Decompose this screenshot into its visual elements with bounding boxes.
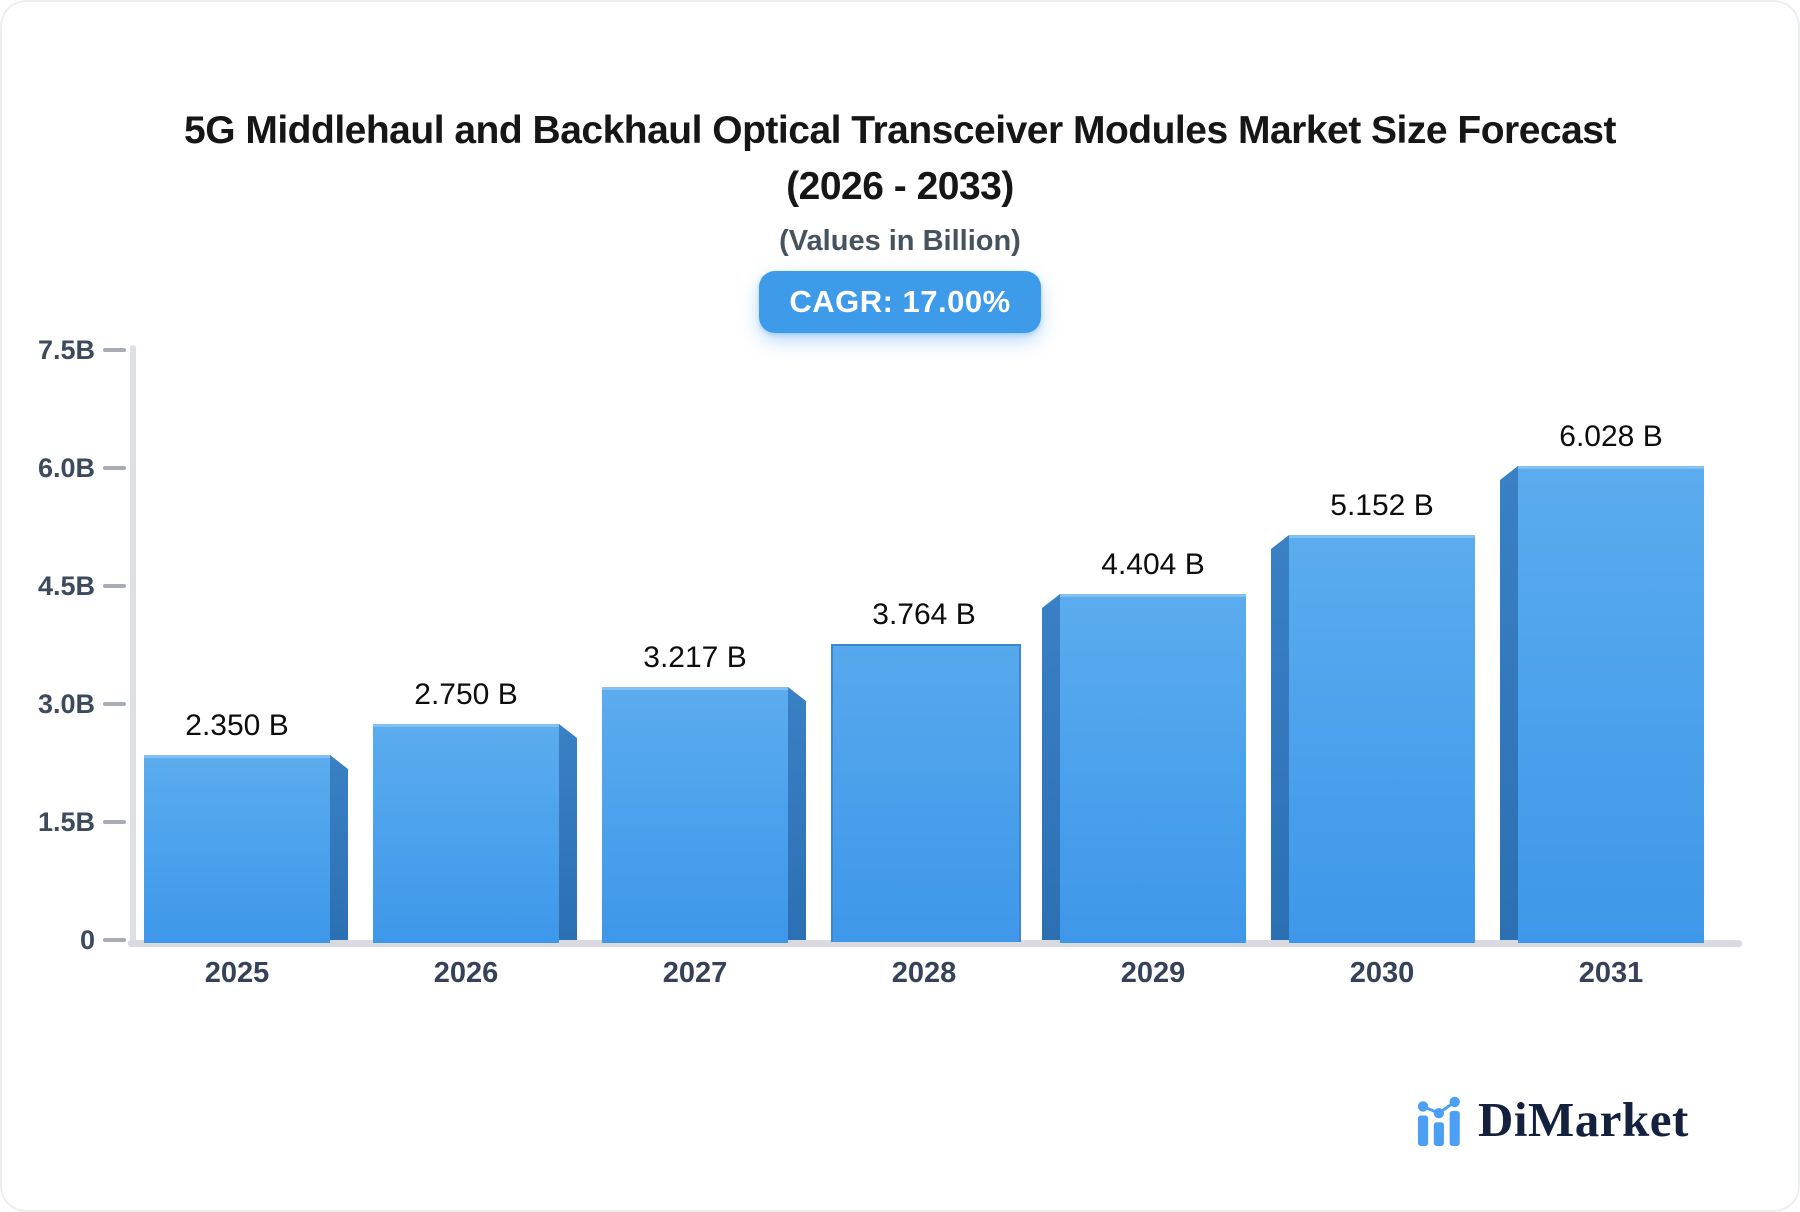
y-axis-label-1.5B: 1.5B xyxy=(37,806,95,837)
bar-value-label-2030: 5.152 B xyxy=(1330,489,1434,522)
chart-title-line2: (2026 - 2033) xyxy=(786,165,1014,208)
cagr-badge: CAGR: 17.00% xyxy=(759,271,1041,333)
bar-value-label-2025: 2.350 B xyxy=(185,709,289,742)
y-tick-0 xyxy=(103,938,126,942)
dimarket-logo-text: DiMarket xyxy=(1478,1092,1689,1147)
y-tick-1.5B xyxy=(103,819,126,824)
y-axis-label-4.5B: 4.5B xyxy=(37,570,95,601)
dimarket-logo-icon xyxy=(1415,1094,1465,1146)
bar-2025[interactable] xyxy=(144,755,330,943)
chart-title-line1: 5G Middlehaul and Backhaul Optical Trans… xyxy=(184,109,1616,152)
chart-header: 5G Middlehaul and Backhaul Optical Trans… xyxy=(0,103,1800,333)
bar-value-label-2026: 2.750 B xyxy=(414,678,518,711)
bar-2027[interactable] xyxy=(602,687,788,943)
bar-2029[interactable] xyxy=(1060,594,1246,943)
x-axis-label-2030: 2030 xyxy=(1349,957,1415,989)
bar-side-2025 xyxy=(330,755,348,940)
bar-side-2027 xyxy=(788,687,806,940)
x-axis-label-2031: 2031 xyxy=(1578,957,1644,989)
y-axis-label-6.0B: 6.0B xyxy=(37,452,95,483)
bar-side-2030 xyxy=(1271,535,1289,940)
bar-value-label-2031: 6.028 B xyxy=(1559,420,1663,453)
dimarket-logo: DiMarket xyxy=(1415,1094,1689,1146)
y-axis-line xyxy=(130,345,136,947)
y-axis-label-7.5B: 7.5B xyxy=(37,334,95,365)
y-tick-6.0B xyxy=(103,465,126,470)
bar-side-2026 xyxy=(559,724,577,940)
y-tick-3.0B xyxy=(103,701,126,706)
y-tick-7.5B xyxy=(103,347,126,352)
bar-2026[interactable] xyxy=(373,724,559,943)
x-axis-baseline xyxy=(128,940,1742,947)
x-axis-label-2025: 2025 xyxy=(204,957,270,989)
bar-2028[interactable] xyxy=(831,644,1021,942)
x-axis-label-2026: 2026 xyxy=(433,957,499,989)
bar-value-label-2028: 3.764 B xyxy=(872,598,976,631)
y-tick-4.5B xyxy=(103,583,126,588)
x-axis-label-2027: 2027 xyxy=(662,957,728,989)
bar-2031[interactable] xyxy=(1518,466,1704,943)
bar-side-2031 xyxy=(1500,466,1518,940)
bar-2030[interactable] xyxy=(1289,535,1475,943)
bar-side-2029 xyxy=(1042,594,1060,940)
x-axis-label-2029: 2029 xyxy=(1120,957,1186,989)
y-axis-label-3.0B: 3.0B xyxy=(37,688,95,719)
bar-value-label-2027: 3.217 B xyxy=(643,641,747,674)
x-axis-label-2028: 2028 xyxy=(891,957,957,989)
chart-title: 5G Middlehaul and Backhaul Optical Trans… xyxy=(0,103,1800,215)
bar-value-label-2029: 4.404 B xyxy=(1101,548,1205,581)
y-axis-label-0: 0 xyxy=(79,925,95,955)
chart-subtitle: (Values in Billion) xyxy=(779,225,1021,257)
